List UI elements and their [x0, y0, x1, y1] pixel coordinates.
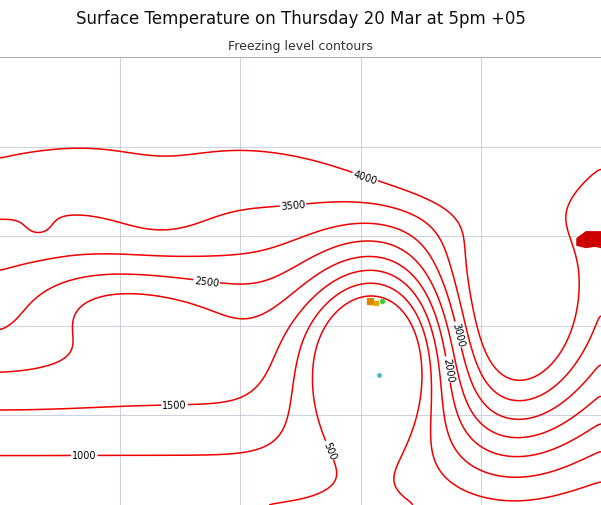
Text: 4000: 4000 — [352, 169, 379, 186]
Text: 2500: 2500 — [194, 275, 219, 288]
Polygon shape — [577, 232, 601, 248]
Text: 1500: 1500 — [162, 400, 187, 410]
Text: 2000: 2000 — [441, 357, 455, 383]
Text: 1000: 1000 — [72, 450, 97, 461]
Text: 3500: 3500 — [280, 199, 306, 212]
Text: Freezing level contours: Freezing level contours — [228, 40, 373, 53]
Text: 3000: 3000 — [450, 322, 466, 348]
Text: 500: 500 — [322, 440, 338, 461]
Text: Surface Temperature on Thursday 20 Mar at 5pm +05: Surface Temperature on Thursday 20 Mar a… — [76, 10, 525, 28]
